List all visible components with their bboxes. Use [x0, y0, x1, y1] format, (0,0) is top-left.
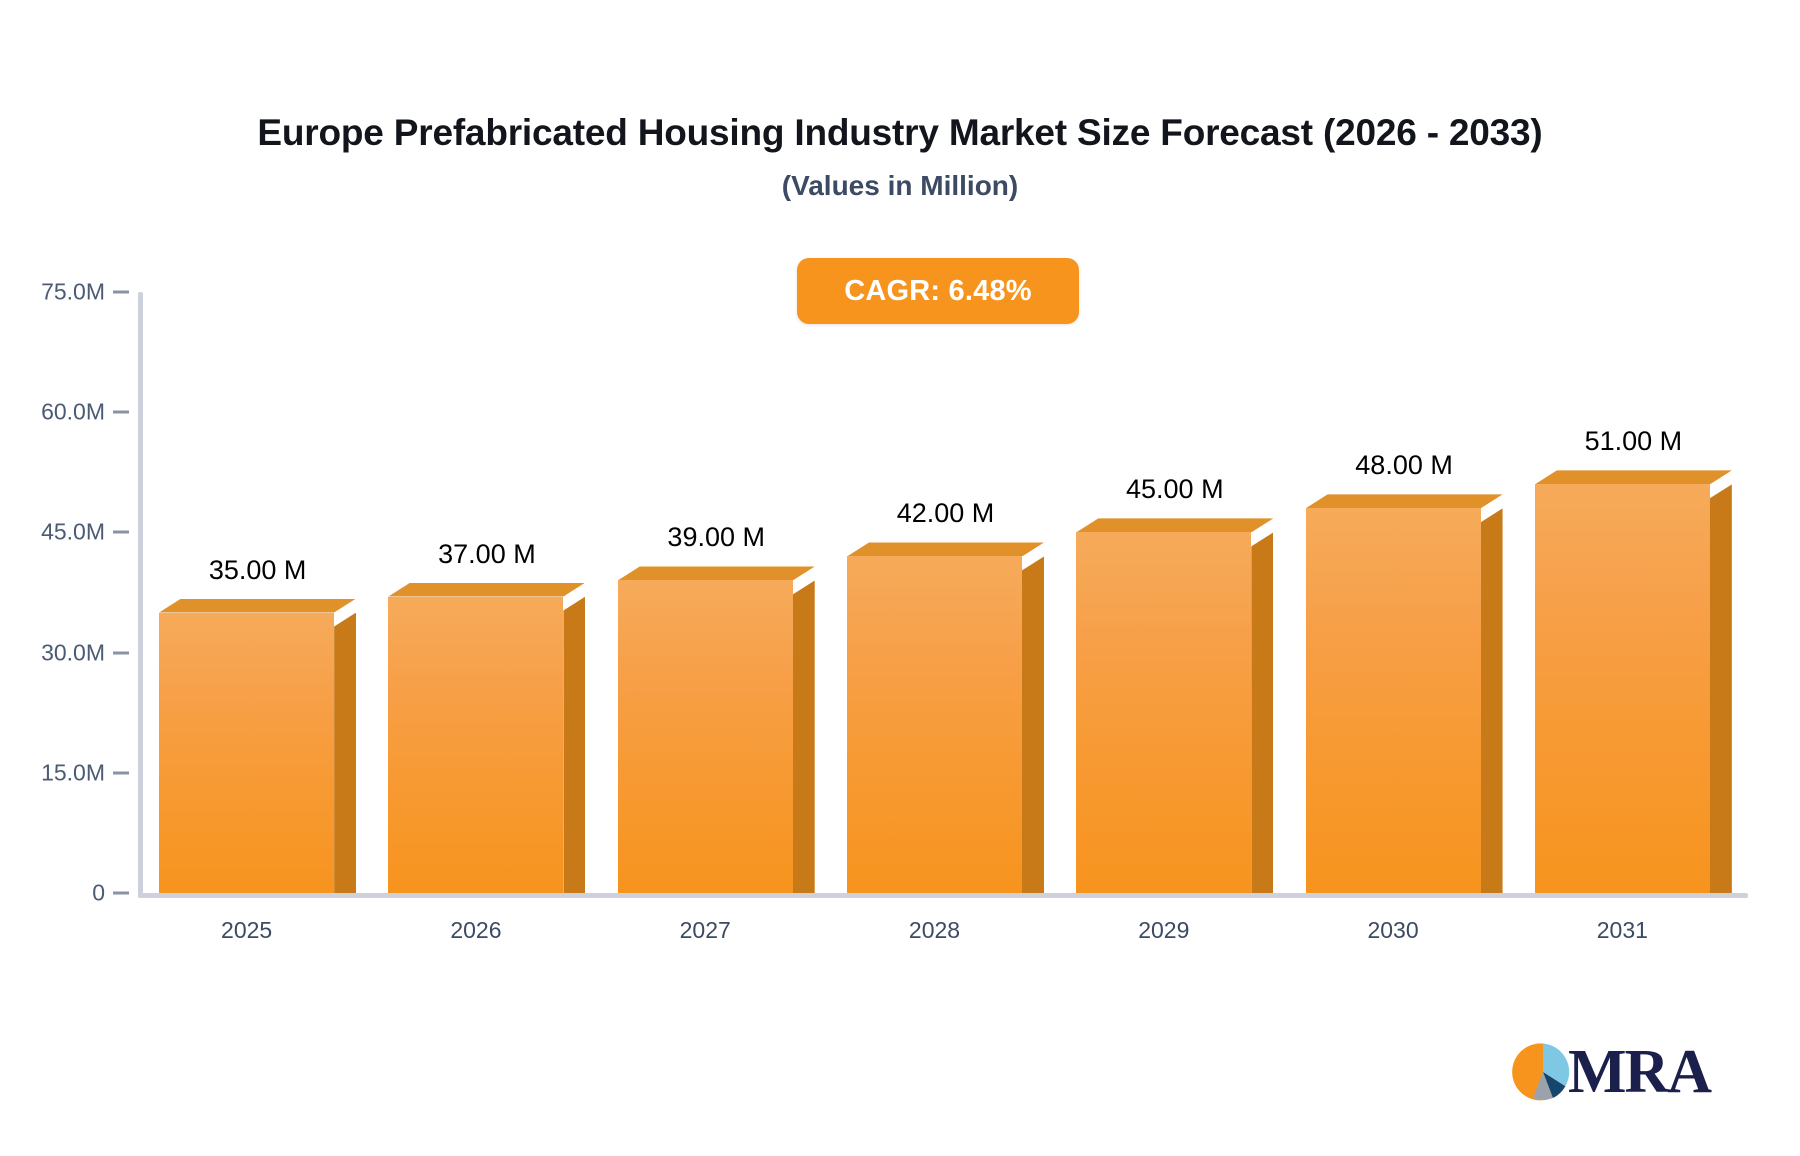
y-tick-label: 30.0M — [41, 639, 105, 666]
chart-title: Europe Prefabricated Housing Industry Ma… — [257, 112, 1543, 153]
bar-top-face — [1534, 470, 1732, 485]
bar-value-label: 37.00 M — [438, 538, 536, 569]
bar-front-face — [847, 556, 1022, 893]
bar — [617, 566, 815, 893]
bar-side-face — [792, 580, 815, 893]
x-tick-label: 2031 — [1596, 917, 1648, 943]
bar-side-face — [334, 612, 357, 893]
y-tick-mark — [113, 290, 129, 294]
y-tick-label: 15.0M — [41, 759, 105, 786]
bar-side-face — [1022, 556, 1044, 893]
y-tick-label: 75.0M — [41, 278, 105, 305]
bar-front-face — [1076, 532, 1252, 893]
y-tick-mark — [113, 771, 129, 775]
bar-top-face — [1076, 518, 1274, 533]
bar-value-label: 51.00 M — [1584, 426, 1683, 457]
bar-front-face — [159, 612, 335, 893]
bar — [388, 582, 586, 893]
bar-front-face — [388, 596, 564, 893]
y-tick-label: 60.0M — [41, 398, 105, 425]
pie-chart-icon — [1512, 1043, 1570, 1101]
bar-top-face — [847, 542, 1044, 557]
bar-top-face — [388, 582, 586, 597]
bar-value-label: 45.00 M — [1126, 474, 1224, 505]
x-axis-line — [138, 893, 1748, 898]
bar — [1534, 470, 1732, 893]
bar-front-face — [1305, 508, 1481, 893]
y-tick-mark — [113, 651, 129, 655]
bar-side-face — [1709, 484, 1732, 893]
x-tick-label: 2027 — [679, 917, 731, 943]
bar-side-face — [1480, 508, 1503, 893]
bar-side-face — [1251, 532, 1274, 893]
x-tick-label: 2025 — [221, 917, 273, 943]
bar-top-face — [159, 598, 357, 613]
bar — [1076, 518, 1274, 893]
bar-value-label: 48.00 M — [1355, 450, 1453, 481]
bar — [159, 598, 357, 893]
cagr-badge-label: CAGR: 6.48% — [844, 274, 1032, 307]
cagr-badge: CAGR: 6.48% — [797, 258, 1079, 324]
x-tick-label: 2030 — [1367, 917, 1419, 943]
y-tick-mark — [113, 410, 129, 414]
bar-side-face — [563, 596, 586, 893]
bar-top-face — [617, 566, 815, 581]
x-tick-label: 2028 — [908, 917, 961, 943]
y-tick-label: 45.0M — [41, 518, 105, 545]
logo-text: MRA — [1568, 1038, 1712, 1106]
bar — [1305, 494, 1503, 893]
bar-value-label: 35.00 M — [208, 554, 307, 585]
bar-value-label: 39.00 M — [667, 522, 765, 553]
y-axis-line — [138, 292, 143, 898]
bar-top-face — [1305, 494, 1503, 509]
chart-subtitle: (Values in Million) — [781, 170, 1019, 201]
x-tick-label: 2026 — [450, 917, 502, 943]
bar-value-label: 42.00 M — [896, 498, 995, 529]
y-tick-mark — [113, 530, 129, 534]
bar-front-face — [617, 580, 793, 893]
mra-logo: MRA — [1512, 1036, 1712, 1108]
y-tick-label: 0 — [92, 879, 105, 906]
bar-front-face — [1534, 484, 1710, 893]
y-tick-mark — [113, 891, 129, 895]
x-tick-label: 2029 — [1138, 917, 1190, 943]
bar — [847, 542, 1044, 893]
